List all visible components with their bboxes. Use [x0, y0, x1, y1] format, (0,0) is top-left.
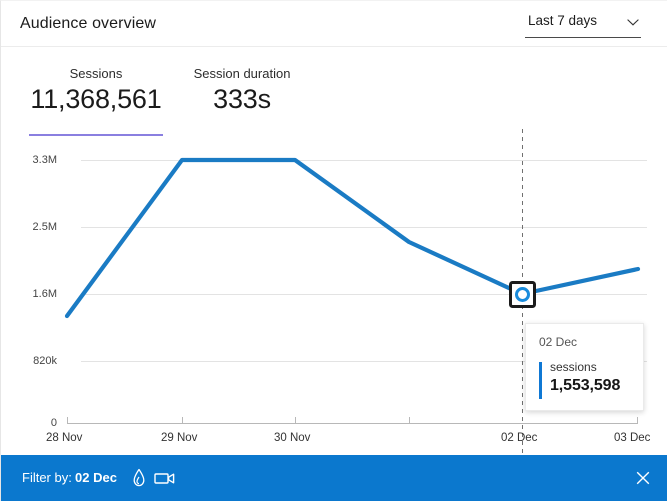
tooltip-series-color-bar [539, 362, 542, 399]
metric-sessions-value: 11,368,561 [30, 84, 162, 114]
filter-by-value[interactable]: 02 Dec [75, 470, 117, 485]
metric-sessions-label: Sessions [69, 66, 123, 81]
metric-session-duration[interactable]: Session duration 333s [173, 66, 311, 116]
y-tick-label-1600k: 1.6M [32, 288, 57, 300]
x-tick-label-03-dec: 03 Dec [614, 432, 651, 444]
page-title: Audience overview [20, 15, 156, 32]
tooltip-series-name: sessions [550, 360, 597, 374]
flame-icon[interactable] [131, 468, 147, 493]
x-axis [67, 417, 638, 424]
y-tick-label-2500k: 2.5M [32, 221, 57, 233]
chart-tooltip: 02 Dec sessions 1,553,598 [525, 323, 644, 411]
x-tick-label-02-dec: 02 Dec [501, 432, 538, 444]
card-header: Audience overview Last 7 days [1, 1, 667, 47]
metric-session-duration-value: 333s [213, 84, 271, 114]
date-range-dropdown[interactable]: Last 7 days [525, 10, 641, 38]
x-tick-label-28-nov: 28 Nov [46, 432, 83, 444]
chevron-down-icon [627, 19, 639, 26]
tooltip-series-value: 1,553,598 [550, 377, 621, 394]
video-camera-icon[interactable] [154, 468, 176, 493]
y-tick-label-3300k: 3.3M [32, 154, 57, 166]
filter-by-label: Filter by: [22, 470, 72, 485]
sessions-line-chart[interactable]: 3.3M 2.5M 1.6M 820k 0 28 Nov 29 Nov 30 N… [1, 129, 667, 456]
y-tick-label-0: 0 [50, 417, 57, 429]
metric-sessions[interactable]: Sessions 11,368,561 [23, 66, 169, 136]
metric-selected-indicator [29, 134, 163, 136]
series-line-sessions [64, 157, 641, 319]
metric-summary: Sessions 11,368,561 Session duration 333… [1, 47, 667, 136]
filter-bar: Filter by: 02 Dec [1, 455, 667, 501]
y-tick-label-820k: 820k [33, 355, 57, 367]
x-tick-label-29-nov: 29 Nov [161, 432, 198, 444]
x-tick-label-30-nov: 30 Nov [274, 432, 311, 444]
metric-session-duration-label: Session duration [193, 66, 291, 81]
selected-data-point-marker[interactable] [509, 281, 536, 308]
tooltip-date: 02 Dec [539, 335, 578, 349]
close-icon[interactable] [634, 469, 652, 487]
date-range-label: Last 7 days [528, 13, 598, 28]
